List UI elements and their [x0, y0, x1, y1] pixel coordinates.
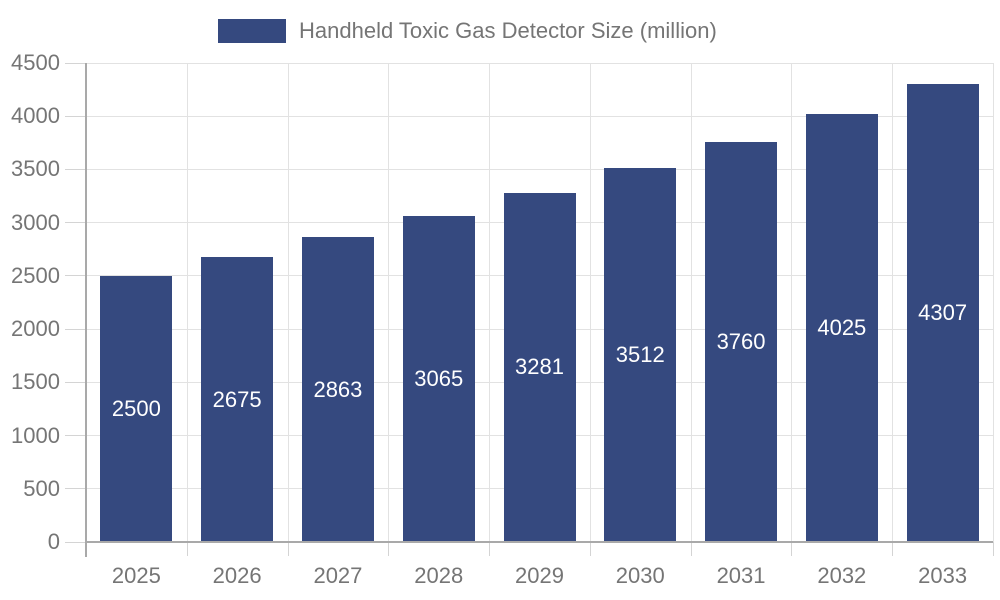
x-axis-label: 2032 [817, 563, 867, 588]
y-axis-label: 1000 [11, 422, 60, 448]
x-gridline [186, 63, 188, 542]
x-gridline [892, 63, 894, 542]
y-axis-tick [65, 168, 86, 170]
bar[interactable]: 4307 [906, 83, 979, 542]
bar[interactable]: 2675 [201, 257, 274, 542]
y-axis-label: 3500 [11, 156, 60, 182]
bar-value-label: 3281 [515, 354, 564, 380]
bar[interactable]: 4025 [805, 113, 878, 542]
y-axis-label: 0 [47, 529, 60, 554]
y-gridline [86, 62, 993, 64]
y-axis-label: 2000 [11, 316, 60, 342]
x-gridline [589, 63, 591, 542]
y-axis-tick [65, 435, 86, 437]
bar-value-label: 3512 [615, 342, 665, 368]
y-axis-tick [65, 541, 86, 543]
x-gridline [791, 63, 793, 542]
bar-value-label: 2863 [313, 376, 363, 402]
x-axis-tick [287, 542, 289, 556]
x-axis-tick [892, 542, 894, 556]
bar[interactable]: 2863 [301, 237, 374, 542]
bar-value-label: 2675 [212, 386, 262, 412]
x-axis-label: 2030 [615, 563, 665, 588]
x-axis-tick [489, 542, 491, 556]
y-axis-label: 1500 [11, 369, 60, 395]
y-axis-tick [65, 328, 86, 330]
x-axis-line [86, 541, 993, 543]
bar-value-label: 4307 [918, 299, 968, 325]
x-gridline [388, 63, 390, 542]
y-axis-label: 500 [23, 475, 60, 501]
y-axis-tick [65, 381, 86, 383]
bar-value-label: 4025 [817, 314, 867, 340]
y-gridline [86, 168, 993, 170]
legend-label: Handheld Toxic Gas Detector Size (millio… [299, 18, 717, 43]
y-axis-tick [65, 488, 86, 490]
y-axis-label: 4500 [11, 50, 60, 75]
y-axis-label: 4000 [11, 103, 60, 129]
x-gridline [690, 63, 692, 542]
x-axis-label: 2031 [716, 563, 766, 588]
y-axis-tick [65, 115, 86, 117]
x-axis-label: 2028 [414, 563, 464, 588]
bar-value-label: 2500 [111, 395, 161, 421]
x-axis-tick [589, 542, 591, 556]
x-axis-tick [791, 542, 793, 556]
y-axis-line [85, 63, 87, 557]
y-axis-label: 2500 [11, 262, 60, 288]
bar[interactable]: 3065 [402, 215, 475, 542]
x-axis-tick [388, 542, 390, 556]
bar-value-label: 3065 [414, 365, 464, 391]
x-axis-label: 2033 [918, 563, 968, 588]
y-axis-tick [65, 275, 86, 277]
x-axis-label: 2029 [515, 563, 564, 588]
bar[interactable]: 3281 [503, 192, 576, 542]
legend-swatch [218, 19, 286, 43]
y-axis-label: 3000 [11, 209, 60, 235]
x-axis-label: 2025 [111, 563, 161, 588]
y-axis-tick [65, 62, 86, 64]
bar-value-label: 3760 [716, 328, 766, 354]
x-axis-label: 2027 [313, 563, 363, 588]
y-axis-tick [65, 222, 86, 224]
x-axis-label: 2026 [212, 563, 262, 588]
x-gridline [993, 63, 994, 542]
legend-item[interactable]: Handheld Toxic Gas Detector Size (millio… [218, 19, 717, 43]
bar[interactable]: 2500 [100, 275, 173, 542]
bar[interactable]: 3760 [705, 141, 778, 542]
y-gridline [86, 115, 993, 117]
x-axis-tick [186, 542, 188, 556]
x-gridline [489, 63, 491, 542]
bar[interactable]: 3512 [604, 168, 677, 542]
x-axis-tick [690, 542, 692, 556]
x-gridline [287, 63, 289, 542]
x-axis-tick [993, 542, 994, 556]
